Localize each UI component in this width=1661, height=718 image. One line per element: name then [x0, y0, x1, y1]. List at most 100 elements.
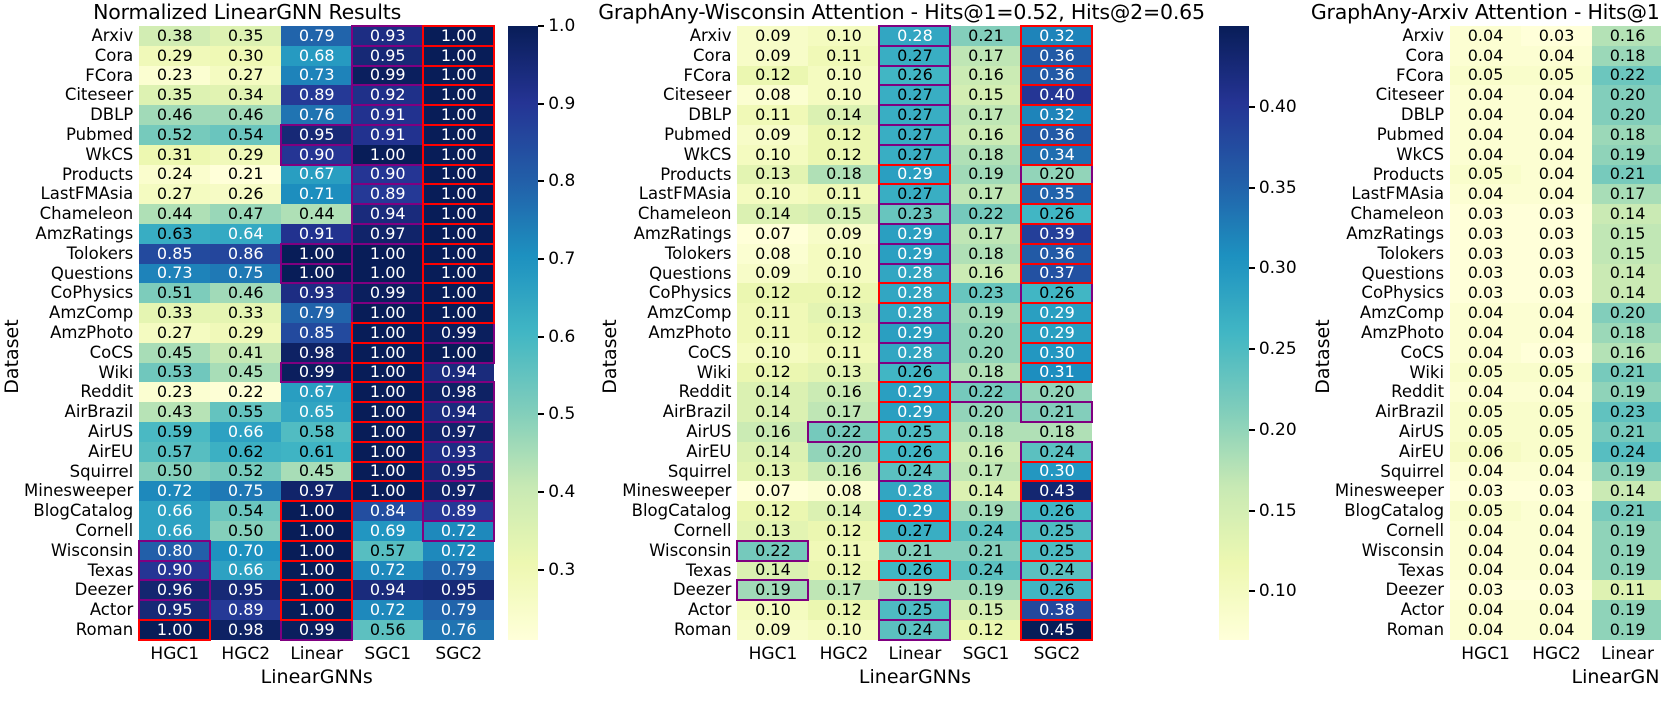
heatmap-cell: 0.03	[1450, 283, 1522, 304]
heatmap-cell: 0.21	[1020, 401, 1094, 423]
heatmap-cell: 0.75	[210, 263, 282, 284]
y-tick-label: CoPhysics	[1361, 283, 1445, 303]
cell-value: 0.17	[968, 184, 1004, 204]
y-tick-label: Minesweeper	[24, 481, 134, 501]
cell-value: 0.10	[826, 243, 862, 263]
heatmap-cell: 0.33	[139, 303, 211, 323]
y-tick-label: Arxiv	[91, 26, 134, 45]
cell-value: 0.28	[897, 283, 933, 303]
cell-value: 0.15	[968, 85, 1004, 105]
cell-value: 1.00	[440, 65, 477, 85]
colorbar-tick-label: 0.35	[1258, 177, 1297, 198]
heatmap-cell: 0.19	[950, 164, 1022, 185]
heatmap-cell: 0.07	[737, 481, 809, 502]
cell-value: 0.45	[1039, 619, 1075, 639]
heatmap-row: 0.040.040.180.350.39	[1450, 124, 1661, 145]
heatmap-row: 0.14 0.16 0.29 0.22 0.20	[737, 381, 1093, 403]
cell-value: 0.18	[1609, 124, 1646, 144]
cell-value: 0.21	[897, 540, 933, 560]
heatmap-cell: 1.00	[280, 599, 354, 621]
heatmap-cell: 0.46	[210, 283, 282, 304]
cell-value: 0.99	[298, 362, 335, 382]
cell-value: 0.14	[968, 481, 1004, 501]
heatmap-cell: 0.66	[139, 520, 211, 541]
heatmap-cell: 0.36	[1020, 124, 1094, 146]
y-tick-label: Roman	[674, 619, 732, 639]
cell-value: 1.00	[298, 560, 335, 580]
cell-value: 0.04	[1467, 25, 1504, 45]
heatmap-row: 0.050.050.220.340.34	[1450, 65, 1661, 86]
cell-value: 0.40	[1039, 85, 1075, 105]
heatmap-row: 0.040.040.190.280.45	[1450, 619, 1661, 640]
heatmap-cell: 0.66	[210, 421, 282, 442]
cell-value: 0.98	[227, 619, 264, 639]
heatmap-cell: 0.54	[210, 124, 282, 145]
cell-value: 0.90	[156, 560, 193, 580]
heatmap-row: 0.38 0.35 0.79 0.93 1.00	[139, 25, 496, 47]
cell-value: 0.29	[1039, 303, 1075, 323]
colorbar: 0.40 0.35 0.30 0.25 0.20 0.15 0.10	[1218, 0, 1301, 718]
heatmap-cell: 0.09	[737, 45, 809, 66]
y-tick-label: BlogCatalog	[33, 501, 134, 521]
heatmap-cell: 0.03	[1450, 263, 1522, 284]
y-tick-label: Texas	[1398, 560, 1445, 580]
colorbar-tick-mark	[538, 102, 545, 105]
cell-value: 0.34	[1039, 144, 1075, 164]
heatmap-cell: 0.98	[422, 381, 496, 403]
heatmap-row: 0.040.040.190.340.39	[1450, 144, 1661, 165]
heatmap-cell: 1.00	[422, 143, 496, 166]
y-tick-label: Minesweeper	[1334, 481, 1445, 501]
heatmap-cell: 0.04	[1521, 303, 1593, 323]
heatmap-cell: 0.13	[737, 164, 809, 185]
y-tick-label: LastFMAsia	[40, 184, 134, 204]
heatmap-cell: 0.12	[737, 65, 809, 86]
heatmap-cell: 0.24	[139, 164, 211, 185]
y-tick-label: WkCS	[1396, 144, 1445, 164]
heatmap-cell: 0.29	[1020, 302, 1094, 324]
cell-value: 0.04	[1467, 144, 1504, 164]
cell-value: 0.98	[440, 382, 477, 402]
cell-value: 0.19	[755, 580, 791, 600]
y-tick-label: Wisconsin	[1361, 540, 1445, 560]
cell-value: 0.03	[1538, 25, 1575, 45]
heatmap-row: 0.040.040.180.350.38	[1450, 322, 1661, 343]
cell-value: 0.27	[897, 105, 933, 125]
heatmap-cell: 0.38	[1020, 599, 1094, 621]
cell-value: 0.12	[826, 560, 862, 580]
cell-value: 0.03	[1467, 204, 1504, 224]
cell-value: 0.92	[369, 85, 406, 105]
heatmap-cell: 0.98	[281, 342, 353, 363]
heatmap-row: 0.030.030.150.340.45	[1450, 223, 1661, 244]
heatmap-cell: 0.04	[1521, 520, 1593, 541]
cell-value: 0.51	[156, 283, 193, 303]
heatmap-cell: 1.00	[422, 163, 496, 186]
x-tick-label: SGC1	[364, 643, 412, 664]
cell-value: 0.85	[298, 322, 335, 342]
cell-value: 1.00	[369, 481, 406, 501]
y-tick-label: AirUS	[1398, 421, 1445, 441]
cell-value: 0.17	[826, 580, 862, 600]
cell-value: 0.16	[1609, 342, 1646, 362]
heatmap-cell: 0.04	[1450, 560, 1522, 581]
heatmap-row: 0.050.040.210.350.35	[1450, 501, 1661, 521]
heatmap-row: 0.45 0.41 0.98 1.00 1.00	[139, 341, 496, 364]
cell-value: 0.04	[1538, 600, 1575, 619]
heatmap-cell: 0.97	[281, 481, 353, 502]
heatmap-cell: 0.27	[878, 143, 952, 166]
heatmap-cell: 0.12	[737, 501, 809, 521]
y-tick-label: Arxiv	[689, 26, 732, 45]
cell-value: 0.29	[897, 382, 933, 402]
cell-value: 0.04	[1538, 520, 1575, 540]
heatmap-cell: 1.00	[422, 282, 496, 304]
heatmap-row: 0.31 0.29 0.90 1.00 1.00	[139, 143, 496, 166]
cell-value: 0.04	[1467, 342, 1504, 362]
cell-value: 0.20	[968, 402, 1004, 422]
cell-value: 0.15	[968, 600, 1004, 619]
heatmap-cell: 0.05	[1521, 441, 1593, 462]
heatmap-cell: 0.08	[737, 243, 809, 264]
heatmap-cell: 0.17	[950, 184, 1022, 205]
cell-value: 0.35	[227, 25, 264, 45]
cell-value: 0.41	[227, 342, 264, 362]
cell-value: 0.86	[227, 243, 264, 263]
